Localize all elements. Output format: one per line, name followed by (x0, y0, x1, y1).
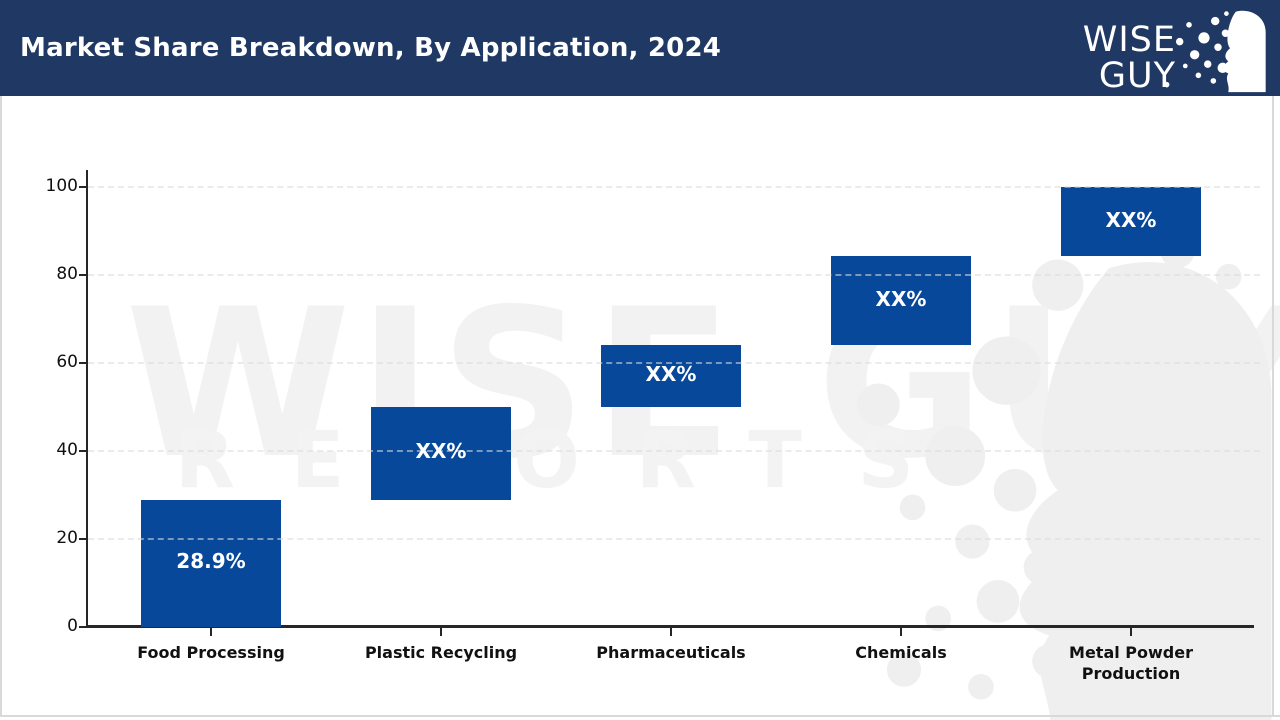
logo-text: WISE GUY R E P O R T S (1016, 22, 1176, 126)
x-axis (86, 625, 1254, 628)
bar-label: XX% (1105, 207, 1157, 232)
x-tick-mark (900, 628, 902, 636)
bar (601, 345, 741, 407)
x-category-label: Metal Powder Production (1069, 643, 1193, 683)
bar (831, 256, 971, 346)
gridline (88, 274, 1260, 276)
y-tick-label: 40 (56, 440, 78, 460)
gridline (88, 362, 1260, 364)
frame-right-border (1272, 96, 1274, 716)
bar (371, 407, 511, 500)
x-category-label: Food Processing (137, 643, 285, 662)
y-tick-mark (79, 626, 87, 628)
logo-wordmark: WISE GUY (1082, 20, 1176, 96)
watermark-layer: WISE GUY REPORTS (0, 96, 1280, 720)
bar-label: XX% (645, 362, 697, 387)
y-tick-mark (79, 450, 87, 452)
gridline (88, 538, 1260, 540)
y-tick-label: 60 (56, 352, 78, 372)
logo: WISE GUY R E P O R T S (1016, 6, 1266, 126)
x-category-label: Chemicals (855, 643, 947, 662)
x-category-label: Pharmaceuticals (596, 643, 746, 662)
bar-label: 28.9% (176, 549, 246, 574)
logo-face-icon (1166, 10, 1266, 93)
logo-reports-label: R E P O R T S (1045, 96, 1174, 126)
x-category-label: Plastic Recycling (364, 643, 518, 662)
gridline (88, 450, 1260, 452)
frame-left-border (0, 96, 2, 716)
x-tick-mark (210, 628, 212, 636)
bar (141, 499, 281, 627)
y-tick-label: 20 (56, 528, 78, 548)
x-tick-mark (670, 628, 672, 636)
y-tick-label: 0 (67, 616, 78, 636)
frame-bottom-border (0, 715, 1280, 717)
y-tick-mark (79, 362, 87, 364)
watermark-reports-text: REPORTS (175, 416, 970, 506)
y-tick-label: 100 (45, 176, 78, 196)
y-tick-mark (79, 538, 87, 540)
header: Market Share Breakdown, By Application, … (0, 0, 1280, 126)
bar (1061, 187, 1201, 257)
watermark-face-icon (857, 229, 1272, 720)
chart-area: 0 20 40 60 80 100 28.9% Food Processing XX% Plast… (0, 96, 1280, 720)
bar-label: XX% (875, 286, 927, 311)
bar-label: XX% (415, 439, 467, 464)
x-tick-mark (440, 628, 442, 636)
y-axis (86, 170, 88, 628)
y-tick-label: 80 (56, 264, 78, 284)
page-title: Market Share Breakdown, By Application, … (20, 33, 722, 63)
y-tick-mark (79, 274, 87, 276)
gridline (88, 186, 1260, 188)
y-tick-mark (79, 186, 87, 188)
x-tick-mark (1130, 628, 1132, 636)
